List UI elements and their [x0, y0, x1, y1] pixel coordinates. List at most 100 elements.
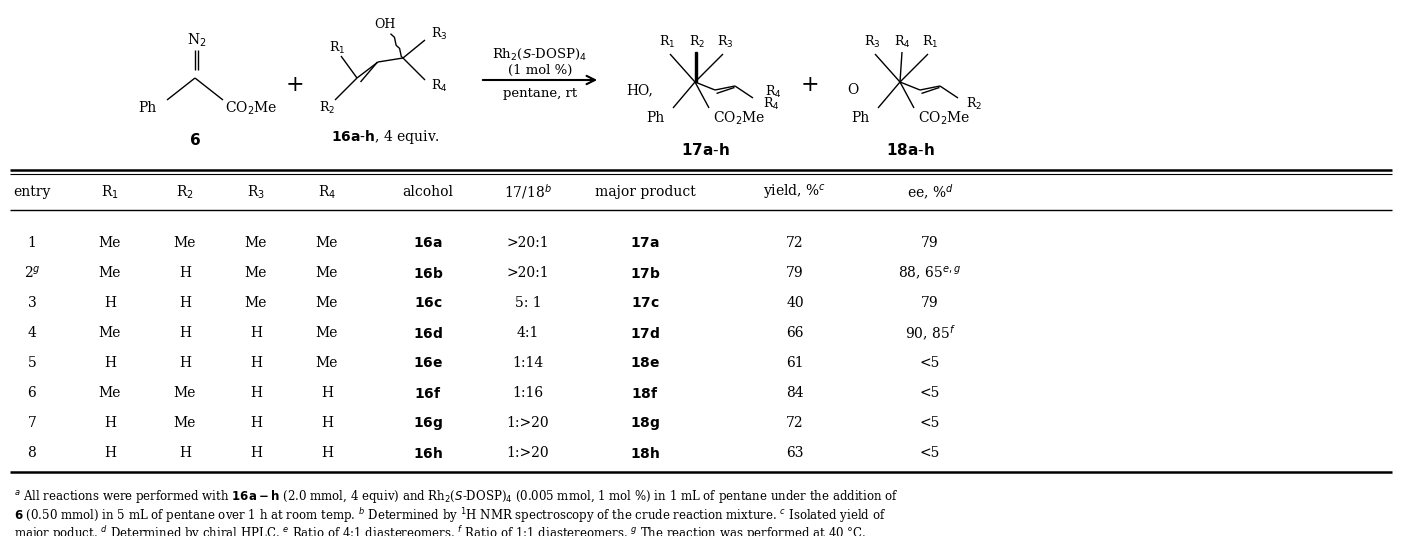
- Text: Me: Me: [98, 236, 121, 250]
- Text: H: H: [250, 446, 262, 460]
- Text: H: H: [104, 356, 116, 370]
- Text: Me: Me: [315, 236, 338, 250]
- Text: Me: Me: [98, 326, 121, 340]
- Text: Ph: Ph: [852, 111, 871, 125]
- Text: entry: entry: [13, 185, 50, 199]
- Text: +: +: [801, 74, 819, 96]
- Text: 1:>20: 1:>20: [506, 446, 550, 460]
- Text: yield, %$^c$: yield, %$^c$: [764, 182, 827, 202]
- Text: 79: 79: [921, 236, 939, 250]
- Text: 17/18$^b$: 17/18$^b$: [505, 183, 552, 202]
- Text: 2$^g$: 2$^g$: [24, 265, 41, 281]
- Text: Me: Me: [245, 236, 268, 250]
- Text: $\mathbf{18a\text{-}h}$: $\mathbf{18a\text{-}h}$: [886, 142, 934, 158]
- Text: R$_2$: R$_2$: [688, 34, 705, 50]
- Text: R$_2$: R$_2$: [966, 96, 983, 112]
- Text: 61: 61: [787, 356, 803, 370]
- Text: $\mathbf{18h}$: $\mathbf{18h}$: [629, 445, 660, 460]
- Text: >20:1: >20:1: [506, 266, 550, 280]
- Text: HO,: HO,: [627, 83, 653, 97]
- Text: pentane, rt: pentane, rt: [503, 87, 578, 101]
- Text: $\mathbf{16b}$: $\mathbf{16b}$: [412, 265, 443, 280]
- Text: $\mathbf{16a}$: $\mathbf{16a}$: [414, 236, 443, 250]
- Text: R$_4$: R$_4$: [430, 78, 447, 94]
- Text: H: H: [250, 416, 262, 430]
- Text: $\mathbf{16g}$: $\mathbf{16g}$: [414, 414, 443, 431]
- Text: 63: 63: [787, 446, 803, 460]
- Text: 6: 6: [28, 386, 36, 400]
- Text: 1:16: 1:16: [513, 386, 544, 400]
- Text: H: H: [321, 446, 334, 460]
- Text: H: H: [104, 446, 116, 460]
- Text: >20:1: >20:1: [506, 236, 550, 250]
- Text: $\mathbf{16d}$: $\mathbf{16d}$: [414, 325, 443, 340]
- Text: major poduct. $^d$ Determined by chiral HPLC. $^e$ Ratio of 4:1 diastereomers. $: major poduct. $^d$ Determined by chiral …: [14, 524, 866, 536]
- Text: H: H: [250, 386, 262, 400]
- Text: 8: 8: [28, 446, 36, 460]
- Text: R$_4$: R$_4$: [318, 183, 336, 200]
- Text: H: H: [179, 266, 191, 280]
- Text: CO$_2$Me: CO$_2$Me: [714, 109, 765, 126]
- Text: $\mathbf{16f}$: $\mathbf{16f}$: [414, 385, 442, 400]
- Text: OH: OH: [374, 18, 395, 31]
- Text: H: H: [104, 416, 116, 430]
- Text: Me: Me: [315, 266, 338, 280]
- Text: 79: 79: [921, 296, 939, 310]
- Text: major product: major product: [594, 185, 695, 199]
- Text: Me: Me: [174, 236, 196, 250]
- Text: $\mathbf{16e}$: $\mathbf{16e}$: [414, 356, 443, 370]
- Text: Me: Me: [245, 296, 268, 310]
- Text: Me: Me: [245, 266, 268, 280]
- Text: <5: <5: [920, 416, 941, 430]
- Text: <5: <5: [920, 356, 941, 370]
- Text: $\mathbf{17a}$: $\mathbf{17a}$: [629, 236, 660, 250]
- Text: N$_2$: N$_2$: [188, 31, 206, 49]
- Text: $\mathbf{18f}$: $\mathbf{18f}$: [631, 385, 659, 400]
- Text: 7: 7: [28, 416, 36, 430]
- Text: Me: Me: [315, 326, 338, 340]
- Text: <5: <5: [920, 446, 941, 460]
- Text: H: H: [250, 356, 262, 370]
- Text: 1:>20: 1:>20: [506, 416, 550, 430]
- Text: $\mathbf{18e}$: $\mathbf{18e}$: [629, 356, 660, 370]
- Text: 79: 79: [787, 266, 803, 280]
- Text: $\mathbf{6}$ (0.50 mmol) in 5 mL of pentane over 1 h at room temp. $^b$ Determin: $\mathbf{6}$ (0.50 mmol) in 5 mL of pent…: [14, 506, 886, 525]
- Text: ee, %$^d$: ee, %$^d$: [907, 182, 953, 202]
- Text: 88, 65$^{e,g}$: 88, 65$^{e,g}$: [899, 264, 962, 282]
- Text: $\mathbf{17c}$: $\mathbf{17c}$: [631, 296, 659, 310]
- Text: 4: 4: [28, 326, 36, 340]
- Text: <5: <5: [920, 386, 941, 400]
- Text: 5: 5: [28, 356, 36, 370]
- Text: Rh$_2$($S$-DOSP)$_4$: Rh$_2$($S$-DOSP)$_4$: [492, 47, 587, 62]
- Text: H: H: [179, 446, 191, 460]
- Text: H: H: [179, 296, 191, 310]
- Text: 40: 40: [787, 296, 803, 310]
- Text: R$_4$: R$_4$: [893, 34, 910, 50]
- Text: H: H: [321, 386, 334, 400]
- Text: 66: 66: [787, 326, 803, 340]
- Text: 3: 3: [28, 296, 36, 310]
- Text: R$_1$: R$_1$: [923, 34, 938, 50]
- Text: R$_3$: R$_3$: [430, 26, 447, 42]
- Text: R$_2$: R$_2$: [318, 100, 335, 116]
- Text: H: H: [179, 356, 191, 370]
- Text: R$_3$: R$_3$: [716, 34, 733, 50]
- Text: +: +: [286, 74, 304, 96]
- Text: R$_4$: R$_4$: [765, 84, 781, 100]
- Text: $\mathbf{6}$: $\mathbf{6}$: [189, 132, 200, 148]
- Text: 5: 1: 5: 1: [515, 296, 541, 310]
- Text: Me: Me: [174, 386, 196, 400]
- Text: R$_1$: R$_1$: [101, 183, 119, 200]
- Text: 72: 72: [787, 236, 803, 250]
- Text: 84: 84: [787, 386, 803, 400]
- Text: H: H: [179, 326, 191, 340]
- Text: $\mathbf{16c}$: $\mathbf{16c}$: [414, 296, 442, 310]
- Text: H: H: [250, 326, 262, 340]
- Text: Me: Me: [98, 386, 121, 400]
- Text: R$_1$: R$_1$: [659, 34, 676, 50]
- Text: H: H: [104, 296, 116, 310]
- Text: Me: Me: [315, 356, 338, 370]
- Text: $\mathbf{18g}$: $\mathbf{18g}$: [629, 414, 660, 431]
- Text: Me: Me: [98, 266, 121, 280]
- Text: Me: Me: [174, 416, 196, 430]
